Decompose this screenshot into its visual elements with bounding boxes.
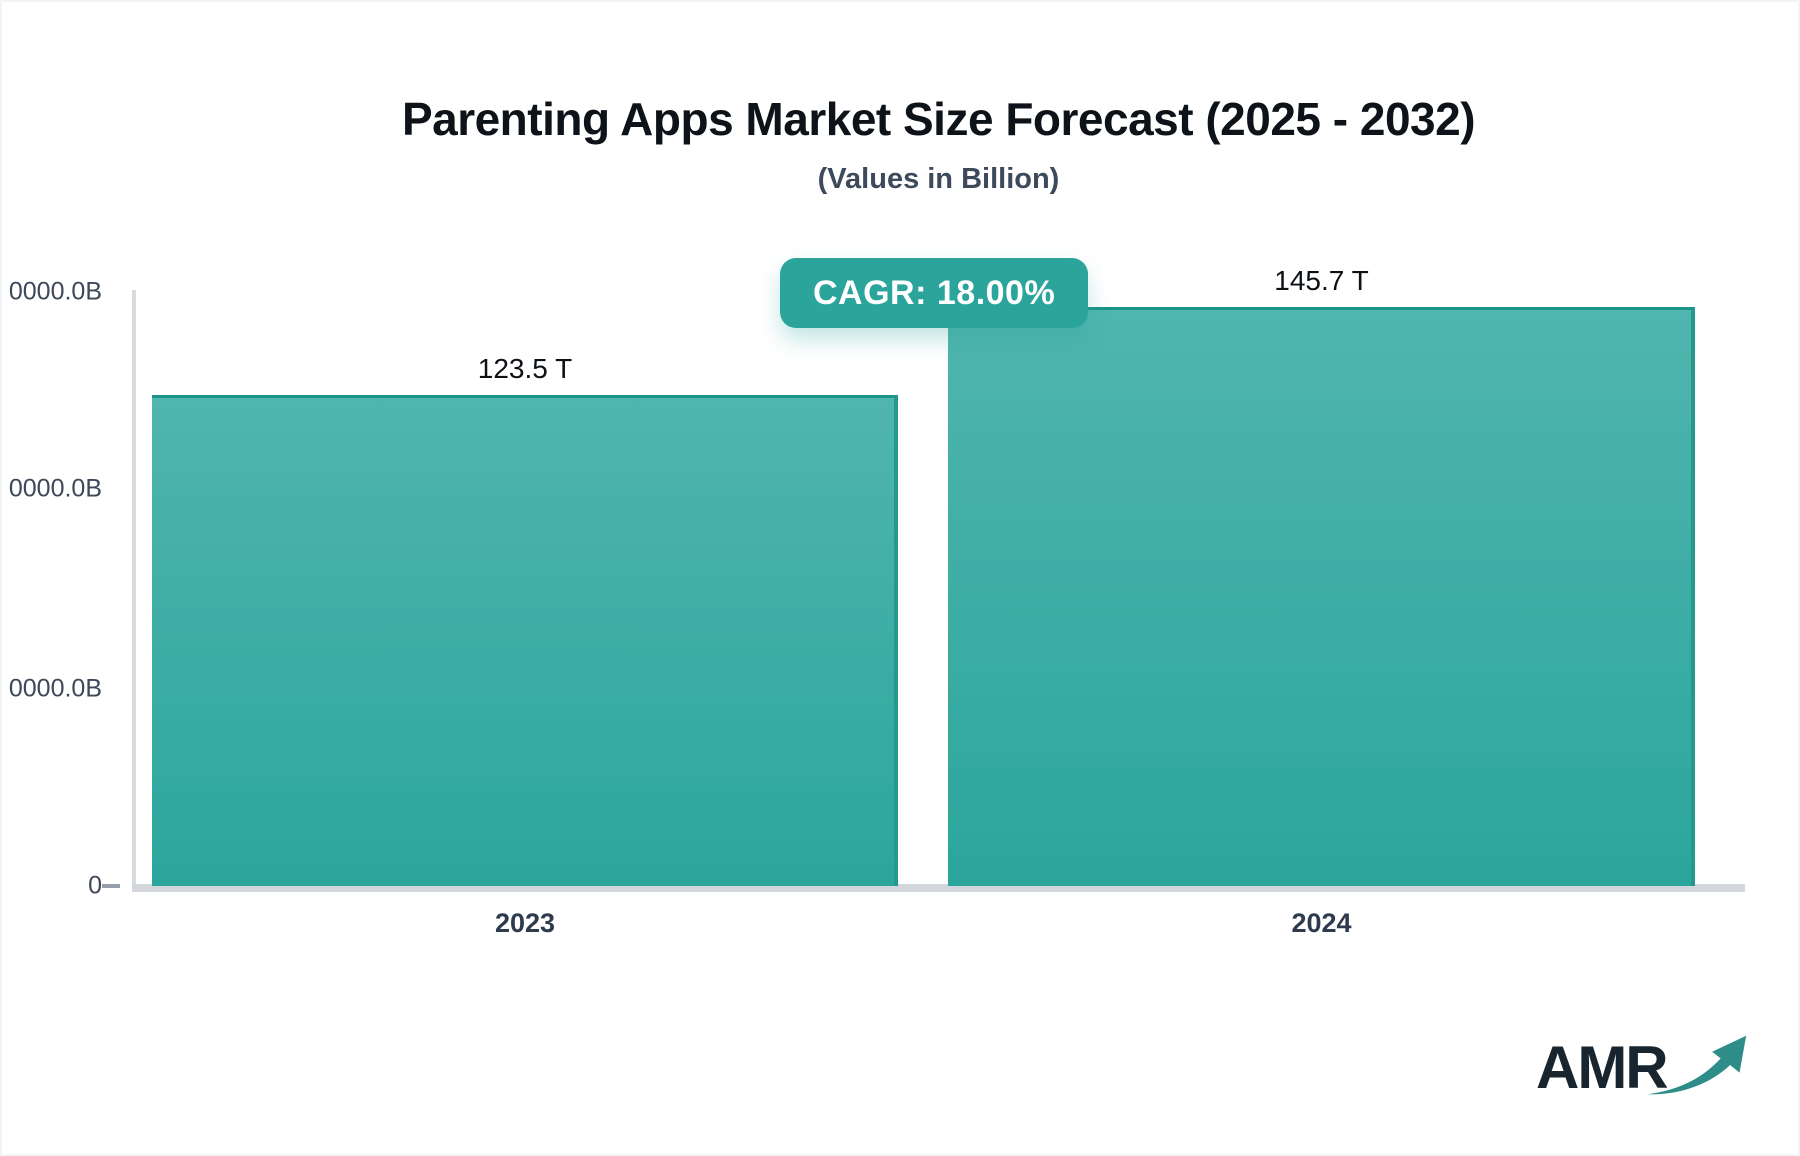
zero-tick-mark [102, 884, 120, 888]
bar-value-label-2024: 145.7 T [1274, 265, 1369, 297]
x-axis-label-2024: 2024 [1291, 908, 1352, 938]
x-axis-line [132, 884, 1745, 892]
chart-header: Parenting Apps Market Size Forecast (202… [132, 94, 1745, 196]
x-axis-label-2023: 2023 [494, 908, 556, 938]
y-axis-line [132, 290, 136, 888]
y-tick-label: 0000.0B [8, 474, 102, 503]
cagr-badge: CAGR: 18.00% [780, 258, 1089, 328]
plot-area: 0000.0B 0000.0B 0000.0B 0 123.5 T 145.7 … [9, 265, 1745, 938]
bar-2023: 123.5 T [152, 353, 898, 886]
y-tick-label-zero: 0 [88, 871, 102, 900]
bar-fill-2023 [152, 395, 898, 886]
bar-2024: 145.7 T [948, 265, 1695, 886]
y-tick-label: 0000.0B [8, 277, 102, 306]
chart-subtitle: (Values in Billion) [817, 163, 1060, 195]
growth-arrow-icon [1646, 1035, 1746, 1095]
amr-logo-text: AMR [1536, 1034, 1669, 1101]
bar-value-label-2023: 123.5 T [477, 353, 573, 385]
chart-title: Parenting Apps Market Size Forecast (202… [401, 93, 1476, 145]
cagr-badge-label: CAGR: 18.00% [813, 273, 1056, 312]
amr-logo: AMR [1536, 1034, 1749, 1101]
y-tick-label: 0000.0B [8, 674, 102, 703]
bar-fill-2024 [948, 307, 1695, 886]
